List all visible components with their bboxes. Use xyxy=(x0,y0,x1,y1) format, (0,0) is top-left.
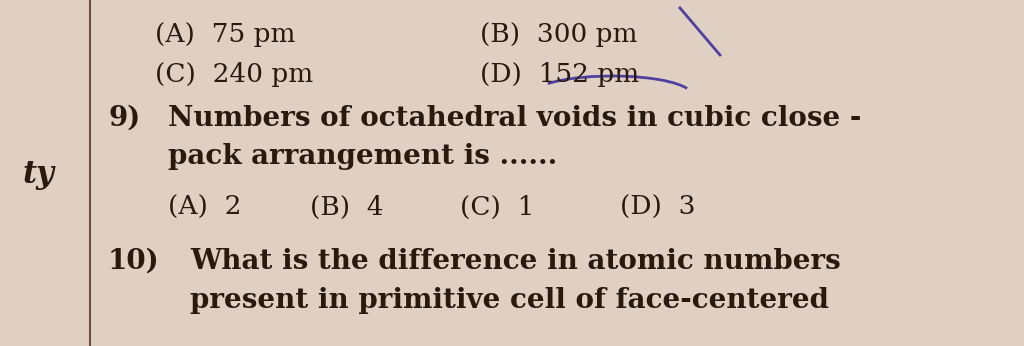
Text: (A)  2: (A) 2 xyxy=(168,195,242,220)
Text: 10): 10) xyxy=(108,248,160,275)
Text: What is the difference in atomic numbers: What is the difference in atomic numbers xyxy=(190,248,841,275)
Text: pack arrangement is ......: pack arrangement is ...... xyxy=(168,143,557,170)
Text: (B)  4: (B) 4 xyxy=(310,195,384,220)
Text: Numbers of octahedral voids in cubic close -: Numbers of octahedral voids in cubic clo… xyxy=(168,105,861,132)
Text: (D)  152 pm: (D) 152 pm xyxy=(480,62,639,87)
Text: (C)  240 pm: (C) 240 pm xyxy=(155,62,313,87)
Text: (A)  75 pm: (A) 75 pm xyxy=(155,22,296,47)
Text: (C)  1: (C) 1 xyxy=(460,195,535,220)
Text: ty: ty xyxy=(23,160,54,191)
Text: 9): 9) xyxy=(108,105,140,132)
Text: (D)  3: (D) 3 xyxy=(620,195,695,220)
Text: present in primitive cell of face-centered: present in primitive cell of face-center… xyxy=(190,287,829,314)
Text: (B)  300 pm: (B) 300 pm xyxy=(480,22,638,47)
